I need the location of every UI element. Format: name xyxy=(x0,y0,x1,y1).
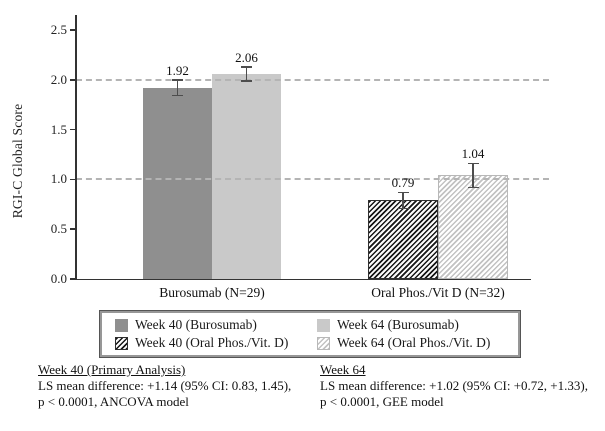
error-bar-week40-oral-phos xyxy=(402,192,404,209)
legend-swatch-week40-oral-phos-icon xyxy=(115,336,128,350)
legend-swatch-week64-oral-phos-icon xyxy=(317,336,330,350)
gridline-1.0 xyxy=(76,178,549,181)
y-axis-label: RGI-C Global Score xyxy=(10,103,25,219)
week64-note: Week 64 LS mean difference: +1.02 (95% C… xyxy=(320,362,605,410)
bar-week64-burosumab xyxy=(212,73,281,279)
category-label-oral-phos: Oral Phos./Vit D (N=32) xyxy=(371,285,505,300)
legend-swatch-week64-burosumab-icon xyxy=(317,318,330,332)
y-tick-mark xyxy=(70,278,75,280)
bar-value-label-week64-oral-phos: 1.04 xyxy=(461,146,485,162)
legend-label: Week 64 (Burosumab) xyxy=(337,317,459,332)
error-bar-cap xyxy=(172,94,183,97)
error-bar-cap xyxy=(467,162,479,165)
gridline-2.0 xyxy=(76,78,549,81)
week40-note: Week 40 (Primary Analysis) LS mean diffe… xyxy=(38,362,323,410)
plot-area: 1.92 2.06 0.79 1.04 0.0 0.5 1.0 1.5 2.0 2.5 Buro… xyxy=(51,15,549,300)
bar-value-label-week40-burosumab: 1.92 xyxy=(166,62,189,78)
legend-label: Week 40 (Oral Phos./Vit. D) xyxy=(135,335,289,350)
y-tick-label: 2.0 xyxy=(50,71,67,87)
y-axis-line xyxy=(75,15,77,279)
error-bar-week40-burosumab xyxy=(176,79,179,96)
error-bar-cap xyxy=(172,79,183,81)
week40-note-heading: Week 40 (Primary Analysis) xyxy=(38,362,186,377)
y-tick-mark xyxy=(70,79,75,81)
legend-swatch-week40-burosumab-icon xyxy=(115,318,128,332)
legend-item-week40-oral-phos: Week 40 (Oral Phos./Vit. D) xyxy=(115,335,317,351)
week64-note-heading: Week 64 xyxy=(320,362,366,377)
error-bar-week64-burosumab xyxy=(245,66,248,81)
bar-value-label-week40-oral-phos: 0.79 xyxy=(391,175,415,191)
week64-note-line2: p < 0.0001, GEE model xyxy=(320,394,444,409)
legend-item-week40-burosumab: Week 40 (Burosumab) xyxy=(115,317,317,333)
week64-note-line1: LS mean difference: +1.02 (95% CI: +0.72… xyxy=(320,378,588,393)
error-bar-cap xyxy=(397,191,409,194)
legend-item-week64-oral-phos: Week 64 (Oral Phos./Vit. D) xyxy=(317,335,518,351)
error-bar-cap xyxy=(397,207,409,210)
y-tick-label: 0.5 xyxy=(50,221,67,237)
legend-label: Week 64 (Oral Phos./Vit. D) xyxy=(337,335,491,350)
y-tick-label: 2.5 xyxy=(50,22,67,37)
y-tick-label: 0.0 xyxy=(50,271,67,286)
bar-week64-oral-phos xyxy=(438,175,508,279)
legend: Week 40 (Burosumab) Week 64 (Burosumab) We… xyxy=(99,310,521,358)
error-bar-cap xyxy=(241,80,252,82)
y-tick-mark xyxy=(70,178,75,181)
x-axis-line xyxy=(75,278,531,280)
error-bar-cap xyxy=(467,186,479,189)
week40-note-line1: LS mean difference: +1.14 (95% CI: 0.83,… xyxy=(38,378,292,393)
y-tick-mark xyxy=(70,228,75,230)
y-tick-mark xyxy=(70,29,75,31)
y-tick-label: 1.0 xyxy=(50,171,67,187)
error-bar-week64-oral-phos xyxy=(472,163,474,188)
week40-note-line2: p < 0.0001, ANCOVA model xyxy=(38,394,189,409)
bar-week40-burosumab xyxy=(143,87,212,279)
legend-label: Week 40 (Burosumab) xyxy=(135,317,257,332)
y-tick-mark xyxy=(70,128,75,131)
category-label-burosumab: Burosumab (N=29) xyxy=(159,285,265,300)
bar-value-label-week64-burosumab: 2.06 xyxy=(235,49,258,65)
y-tick-label: 1.5 xyxy=(50,121,67,137)
legend-item-week64-burosumab: Week 64 (Burosumab) xyxy=(317,317,518,333)
error-bar-cap xyxy=(241,66,252,68)
bar-week40-oral-phos xyxy=(368,200,438,279)
